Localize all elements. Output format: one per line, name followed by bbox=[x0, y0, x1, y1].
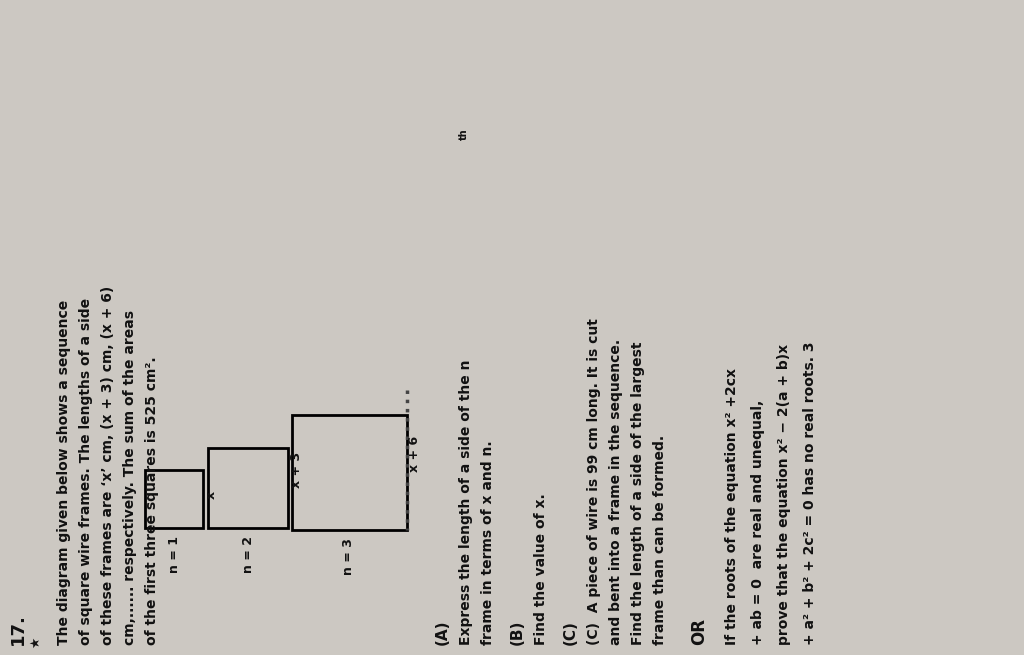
Text: + ab = 0  are real and unequal,: + ab = 0 are real and unequal, bbox=[751, 400, 765, 645]
Text: If the roots of the equation x² +2cx: If the roots of the equation x² +2cx bbox=[725, 368, 739, 645]
Text: Find the length of a side of the largest: Find the length of a side of the largest bbox=[631, 341, 645, 645]
Text: (A): (A) bbox=[435, 620, 450, 645]
Text: (C): (C) bbox=[563, 620, 578, 645]
Text: x + 3: x + 3 bbox=[290, 452, 302, 488]
Text: n = 3: n = 3 bbox=[342, 538, 355, 575]
Text: prove that the equation x² − 2(a + b)x: prove that the equation x² − 2(a + b)x bbox=[777, 344, 791, 645]
Text: + a² + b² + 2c² = 0 has no real roots. 3: + a² + b² + 2c² = 0 has no real roots. 3 bbox=[803, 341, 817, 645]
Text: th: th bbox=[459, 128, 469, 140]
Bar bbox=[208, 448, 288, 528]
Text: x: x bbox=[205, 491, 217, 499]
Text: cm,...... respectively. The sum of the areas: cm,...... respectively. The sum of the a… bbox=[123, 310, 137, 645]
Bar bbox=[292, 415, 407, 530]
Text: (C)  A piece of wire is 99 cm long. It is cut: (C) A piece of wire is 99 cm long. It is… bbox=[587, 318, 601, 645]
Text: x + 6: x + 6 bbox=[409, 436, 422, 472]
Text: Express the length of a side of the n: Express the length of a side of the n bbox=[459, 360, 473, 645]
Text: of the first three squares is 525 cm².: of the first three squares is 525 cm². bbox=[145, 356, 159, 645]
Text: (B): (B) bbox=[510, 620, 525, 645]
Bar bbox=[145, 470, 203, 528]
Text: 17.: 17. bbox=[9, 613, 27, 645]
Text: n = 2: n = 2 bbox=[242, 536, 255, 573]
Text: and bent into a frame in the sequence.: and bent into a frame in the sequence. bbox=[609, 339, 623, 645]
Text: ★: ★ bbox=[30, 637, 43, 648]
Text: Find the value of x.: Find the value of x. bbox=[534, 493, 548, 645]
Text: The diagram given below shows a sequence: The diagram given below shows a sequence bbox=[57, 300, 71, 645]
Text: frame in terms of x and n.: frame in terms of x and n. bbox=[481, 440, 495, 645]
Text: of square wire frames. The lengths of a side: of square wire frames. The lengths of a … bbox=[79, 298, 93, 645]
Text: frame than can be formed.: frame than can be formed. bbox=[653, 435, 667, 645]
Text: n = 1: n = 1 bbox=[168, 536, 180, 573]
Text: of these frames are ‘x’ cm, (x + 3) cm, (x + 6): of these frames are ‘x’ cm, (x + 3) cm, … bbox=[101, 286, 115, 645]
Text: OR: OR bbox=[690, 618, 708, 645]
